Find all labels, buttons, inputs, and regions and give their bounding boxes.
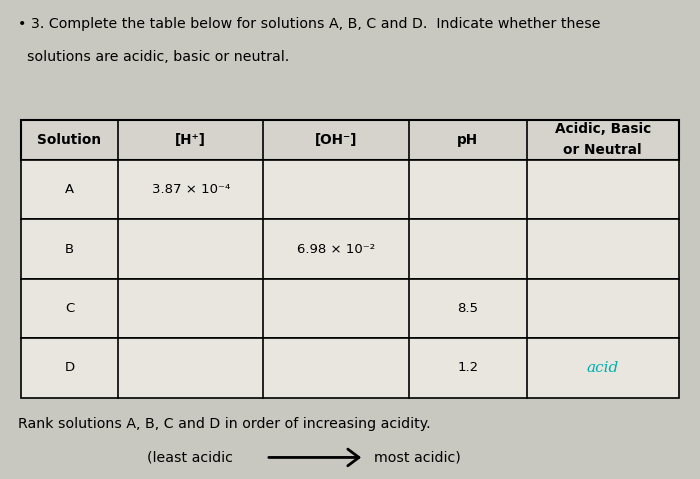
- Text: Rank solutions A, B, C and D in order of increasing acidity.: Rank solutions A, B, C and D in order of…: [18, 417, 430, 431]
- Text: 6.98 × 10⁻²: 6.98 × 10⁻²: [297, 242, 375, 256]
- Text: [H⁺]: [H⁺]: [175, 133, 206, 147]
- Text: solutions are acidic, basic or neutral.: solutions are acidic, basic or neutral.: [18, 50, 288, 64]
- Text: 1.2: 1.2: [457, 361, 478, 375]
- Text: 3.87 × 10⁻⁴: 3.87 × 10⁻⁴: [152, 183, 230, 196]
- Text: A: A: [65, 183, 74, 196]
- Text: acid: acid: [587, 361, 619, 375]
- Text: Solution: Solution: [37, 133, 102, 147]
- Text: (least acidic: (least acidic: [147, 450, 233, 465]
- FancyArrowPatch shape: [269, 449, 359, 466]
- Text: most acidic): most acidic): [374, 450, 461, 465]
- Text: 8.5: 8.5: [457, 302, 478, 315]
- Text: C: C: [65, 302, 74, 315]
- Text: or Neutral: or Neutral: [564, 143, 642, 158]
- Text: B: B: [65, 242, 74, 256]
- Text: pH: pH: [457, 133, 478, 147]
- Text: • 3. Complete the table below for solutions A, B, C and D.  Indicate whether the: • 3. Complete the table below for soluti…: [18, 17, 600, 31]
- Text: D: D: [64, 361, 74, 375]
- Text: Acidic, Basic: Acidic, Basic: [554, 122, 651, 137]
- Text: [OH⁻]: [OH⁻]: [315, 133, 357, 147]
